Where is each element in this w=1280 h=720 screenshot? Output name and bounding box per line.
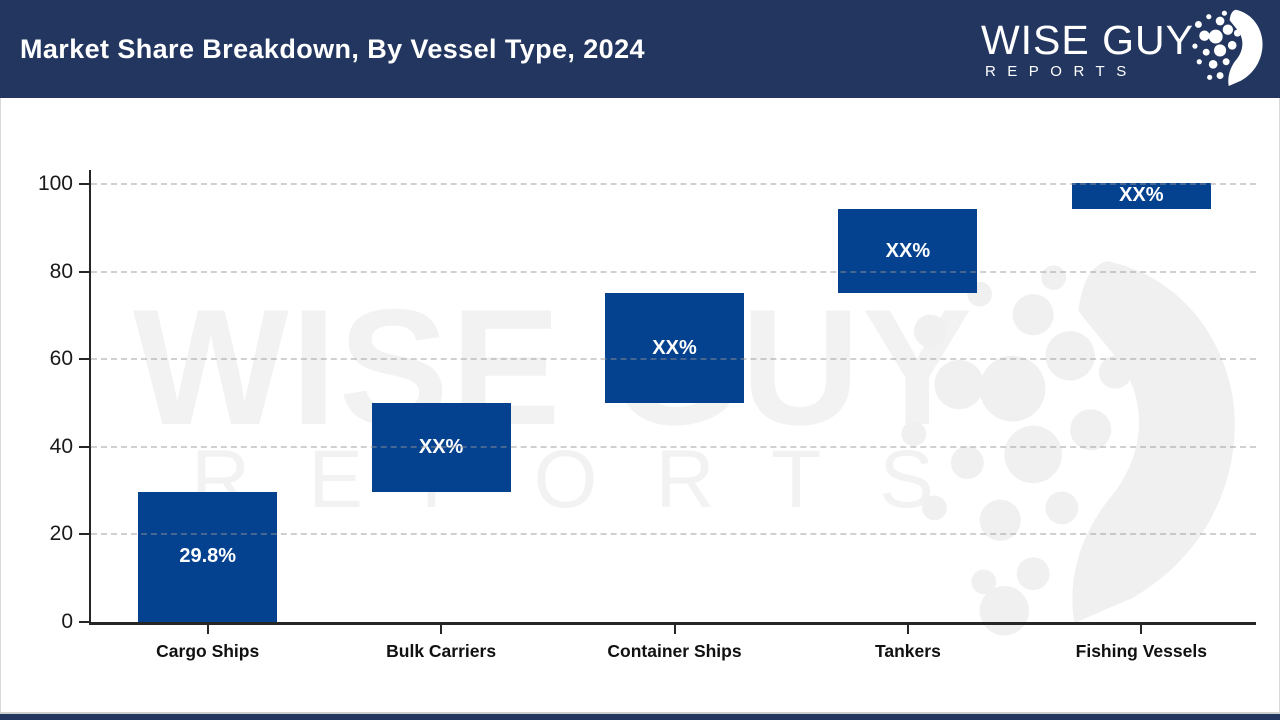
bar-bulk-carriers: XX% xyxy=(371,403,511,492)
gridline-80 xyxy=(91,270,1256,273)
bar-value-label: XX% xyxy=(1119,184,1164,207)
gridline-100 xyxy=(91,183,1256,186)
x-tick-1 xyxy=(440,625,443,634)
y-tick-label-60: 60 xyxy=(49,347,73,371)
x-category-label: Bulk Carriers xyxy=(386,641,497,661)
bar-value-label: XX% xyxy=(652,336,697,359)
bar-container-ships: XX% xyxy=(605,293,744,404)
y-tick-label-20: 20 xyxy=(49,522,73,546)
y-tick-label-0: 0 xyxy=(61,610,73,633)
bar-value-label: XX% xyxy=(418,435,464,458)
x-category-label: Cargo Ships xyxy=(156,641,260,661)
logo-wordmark: WISE GUY xyxy=(980,16,1194,63)
page-title: Market Share Breakdown, By Vessel Type, … xyxy=(20,33,645,64)
y-tick-label-40: 40 xyxy=(49,434,73,458)
gridline-20 xyxy=(91,533,1256,536)
gridline-40 xyxy=(91,445,1256,448)
y-tick-label-80: 80 xyxy=(49,259,73,283)
x-category-label: Fishing Vessels xyxy=(1075,641,1207,661)
x-tick-4 xyxy=(1140,625,1143,634)
y-tick-80 xyxy=(79,270,89,273)
wise-guy-logo: WISE GUY REPORTS xyxy=(981,2,1266,97)
chart-canvas: WISE GUY REPORTS 0 20 40 60 80 100 29.8% Cargo … xyxy=(0,98,1280,714)
logo-text: WISE GUY REPORTS xyxy=(980,16,1194,80)
watermark-subtitle: REPORTS xyxy=(191,434,992,525)
y-tick-100 xyxy=(79,183,89,186)
y-tick-40 xyxy=(79,445,89,448)
bar-tankers: XX% xyxy=(838,209,978,294)
x-tick-0 xyxy=(206,625,209,634)
bar-fishing-vessels: XX% xyxy=(1071,182,1211,210)
y-tick-20 xyxy=(79,533,89,536)
y-tick-label-100: 100 xyxy=(37,172,73,196)
y-tick-0 xyxy=(79,621,89,623)
x-category-label: Container Ships xyxy=(607,641,742,661)
x-tick-2 xyxy=(673,625,676,634)
y-tick-60 xyxy=(79,358,89,361)
bar-cargo-ships: 29.8% xyxy=(138,491,278,622)
logo-subtitle: REPORTS xyxy=(984,62,1138,80)
footer-bar xyxy=(0,714,1280,720)
x-category-label: Tankers xyxy=(874,641,941,661)
header-bar: Market Share Breakdown, By Vessel Type, … xyxy=(0,0,1280,98)
dotted-head-icon xyxy=(1188,2,1266,97)
bar-value-label: 29.8% xyxy=(179,545,237,568)
x-tick-3 xyxy=(906,625,909,634)
gridline-60 xyxy=(91,358,1256,361)
bar-value-label: XX% xyxy=(885,239,931,262)
plot-area: 0 20 40 60 80 100 29.8% Cargo Ships XX% Bulk Carr… xyxy=(38,170,1256,661)
watermark-dotted-head-icon xyxy=(881,168,1251,712)
watermark-wordmark: WISE GUY xyxy=(133,275,975,459)
